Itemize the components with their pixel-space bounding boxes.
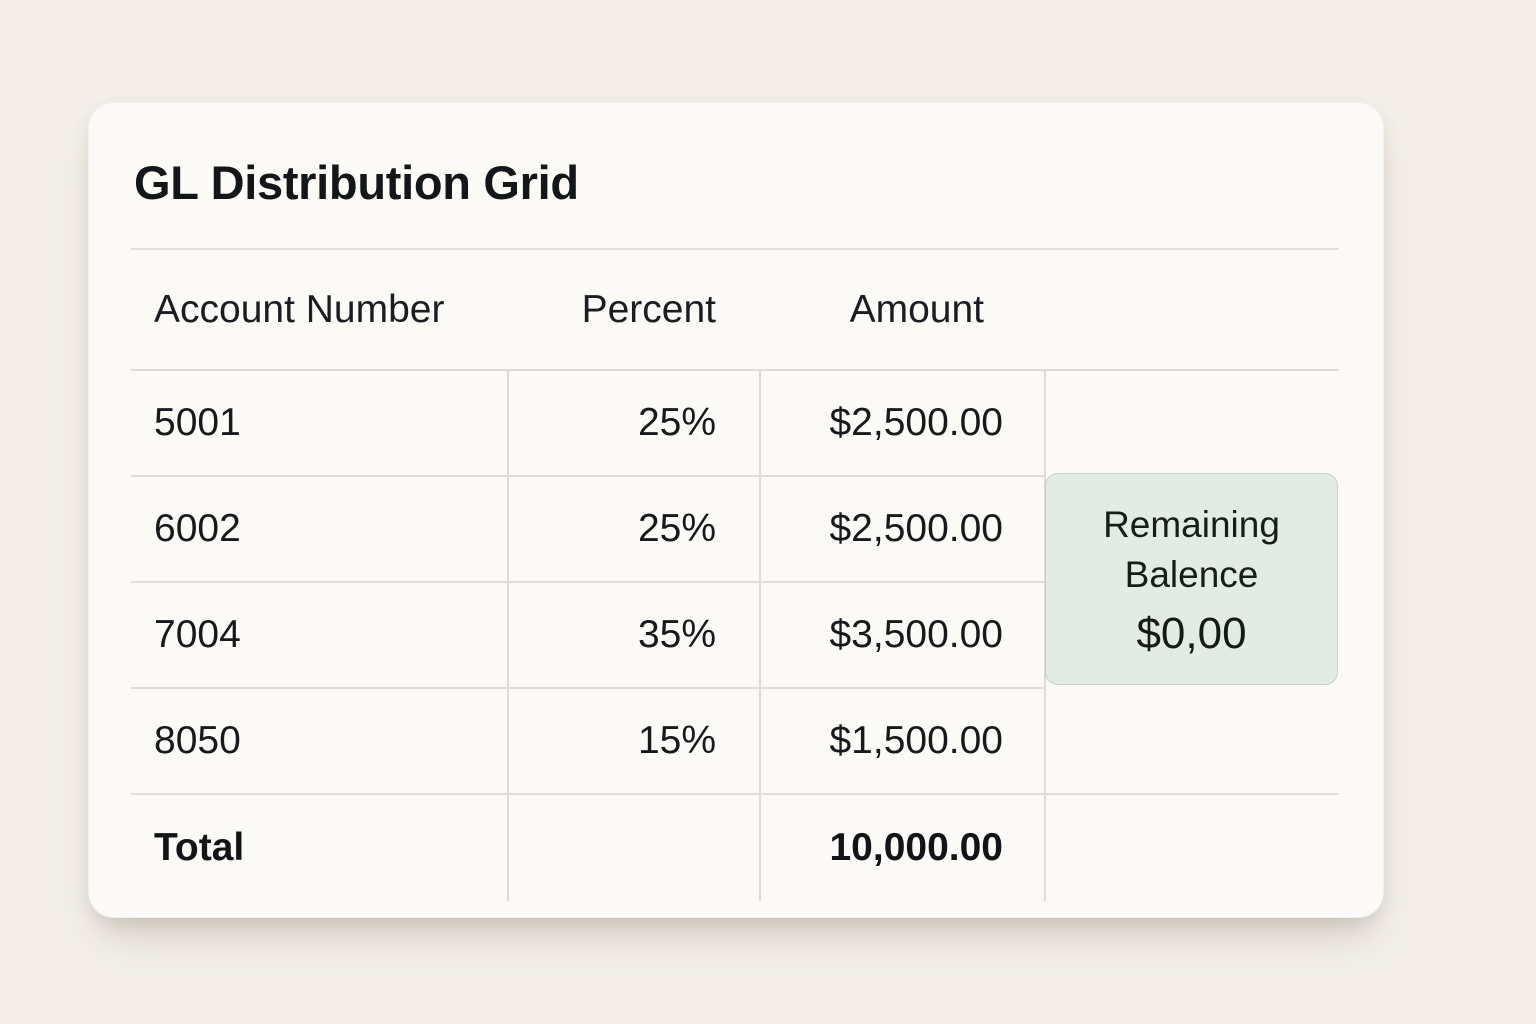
gl-distribution-card: GL Distribution Grid Account Number Perc…: [88, 102, 1384, 918]
table-row: 5001 25% $2,500.00: [131, 371, 1339, 477]
column-header-percent: Percent: [581, 287, 716, 331]
card-title: GL Distribution Grid: [134, 156, 579, 209]
amount-cell[interactable]: $1,500.00: [759, 689, 1044, 795]
account-number-cell[interactable]: 8050: [131, 689, 507, 795]
spacer-cell: [1044, 371, 1339, 477]
column-header-account-number: Account Number: [154, 287, 445, 331]
column-header-spacer: [1044, 250, 1339, 369]
remaining-balance-badge: Remaining Balence $0,00: [1045, 473, 1338, 685]
account-number-cell[interactable]: 6002: [131, 477, 507, 583]
total-amount: 10,000.00: [759, 795, 1044, 901]
table-row: 6002 25% $2,500.00: [131, 477, 1339, 583]
gl-distribution-table: Account Number Percent Amount 5001 25% $…: [131, 248, 1339, 901]
percent-cell[interactable]: 15%: [507, 689, 759, 795]
total-percent-cell: [507, 795, 759, 901]
percent-cell[interactable]: 25%: [507, 477, 759, 583]
amount-cell[interactable]: $2,500.00: [759, 477, 1044, 583]
remaining-balance-label-line2: Balence: [1124, 553, 1259, 595]
spacer-cell: [1044, 689, 1339, 795]
account-number-cell[interactable]: 7004: [131, 583, 507, 689]
remaining-balance-value: $0,00: [1136, 608, 1247, 658]
account-number-cell[interactable]: 5001: [131, 371, 507, 477]
column-header-amount: Amount: [849, 287, 984, 331]
spacer-cell: [1044, 795, 1339, 901]
percent-cell[interactable]: 25%: [507, 371, 759, 477]
total-label: Total: [154, 826, 245, 869]
table-row: 8050 15% $1,500.00: [131, 689, 1339, 795]
table-header-row: Account Number Percent Amount: [131, 250, 1339, 371]
table-total-row: Total 10,000.00: [131, 795, 1339, 901]
amount-cell[interactable]: $2,500.00: [759, 371, 1044, 477]
table-row: 7004 35% $3,500.00: [131, 583, 1339, 689]
percent-cell[interactable]: 35%: [507, 583, 759, 689]
amount-cell[interactable]: $3,500.00: [759, 583, 1044, 689]
remaining-balance-label-line1: Remaining: [1103, 503, 1280, 545]
